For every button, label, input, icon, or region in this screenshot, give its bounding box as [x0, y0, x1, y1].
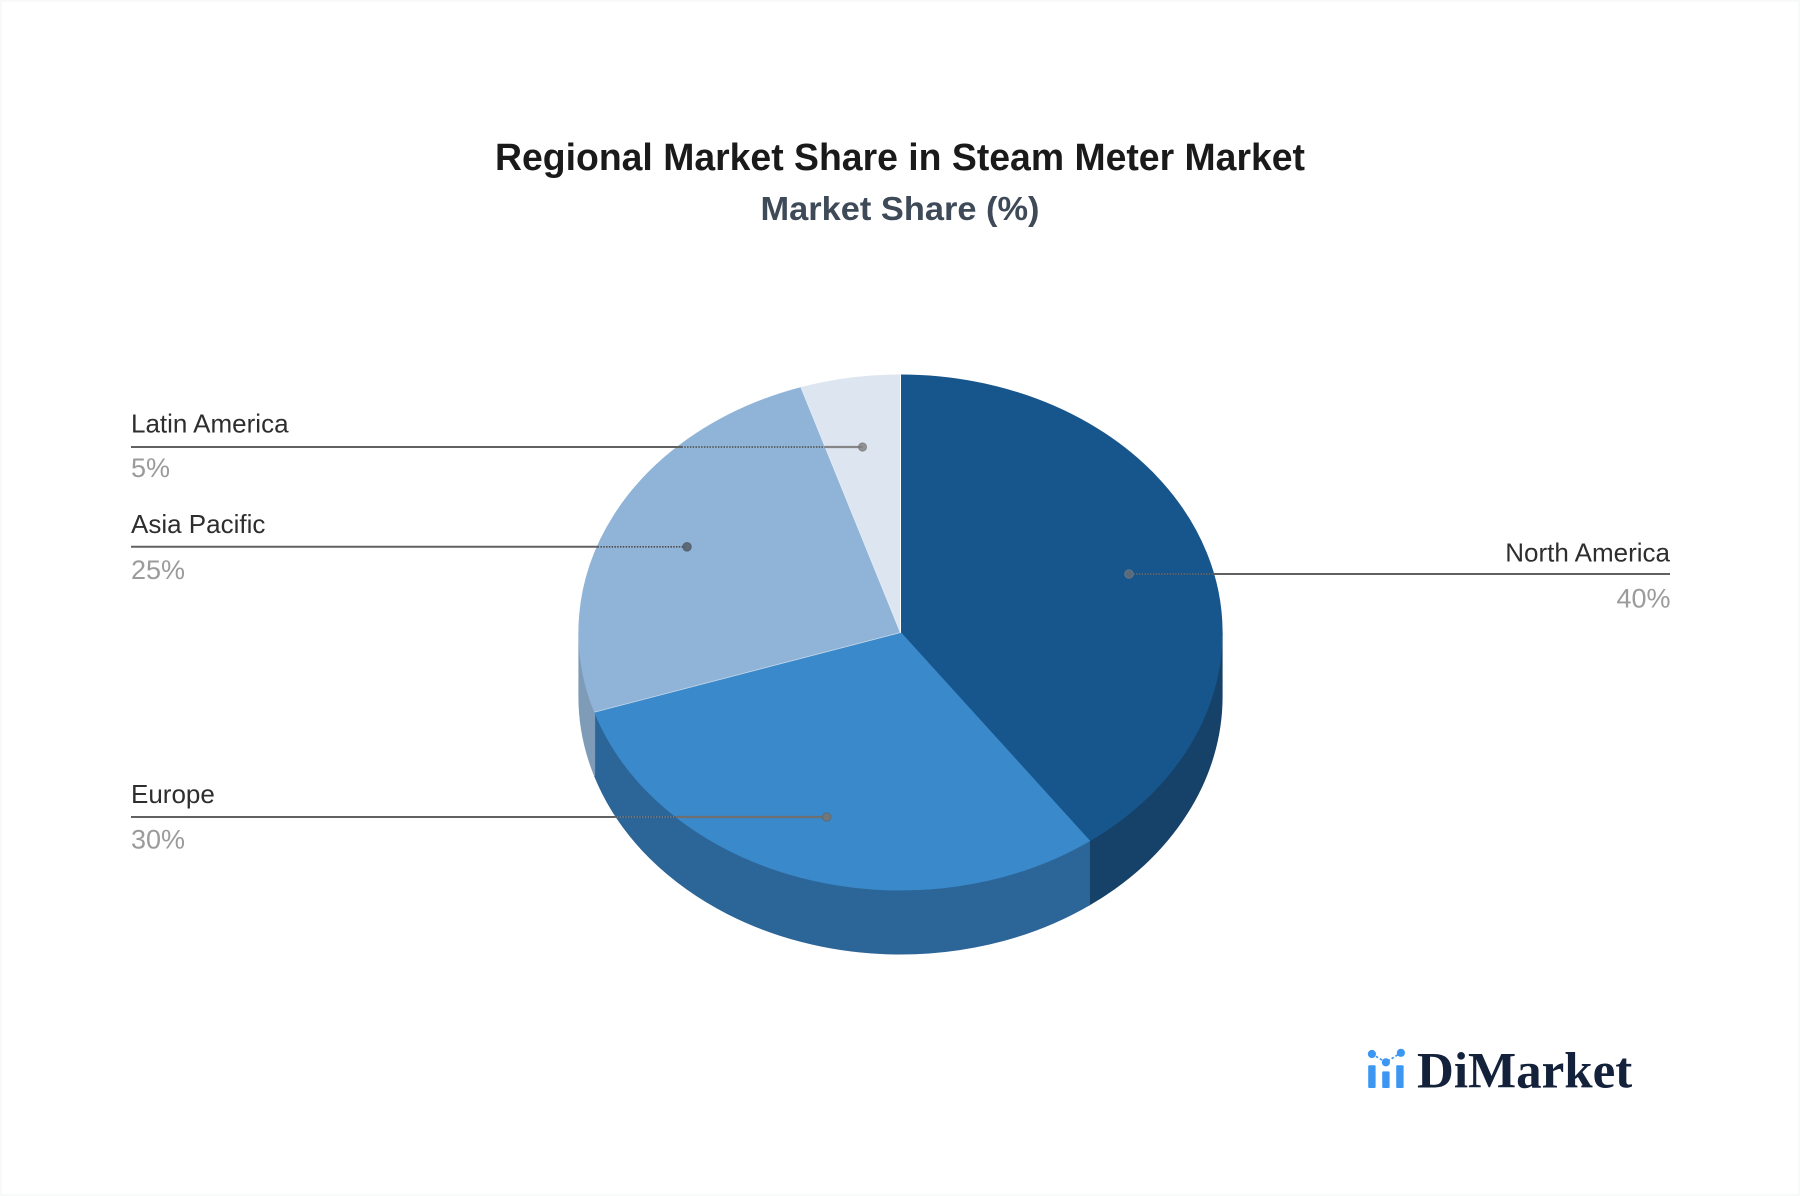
svg-text:Asia Pacific: Asia Pacific — [131, 509, 265, 539]
svg-text:30%: 30% — [131, 825, 185, 855]
svg-text:40%: 40% — [1616, 584, 1670, 614]
svg-text:Latin America: Latin America — [131, 409, 289, 439]
svg-text:25%: 25% — [131, 555, 185, 585]
svg-text:North America: North America — [1505, 538, 1670, 568]
svg-text:DiMarket: DiMarket — [1417, 1044, 1632, 1100]
svg-text:Europe: Europe — [131, 779, 215, 809]
svg-text:Regional Market Share in Steam: Regional Market Share in Steam Meter Mar… — [495, 137, 1305, 179]
svg-text:5%: 5% — [131, 453, 170, 483]
svg-text:Market Share (%): Market Share (%) — [761, 191, 1040, 228]
